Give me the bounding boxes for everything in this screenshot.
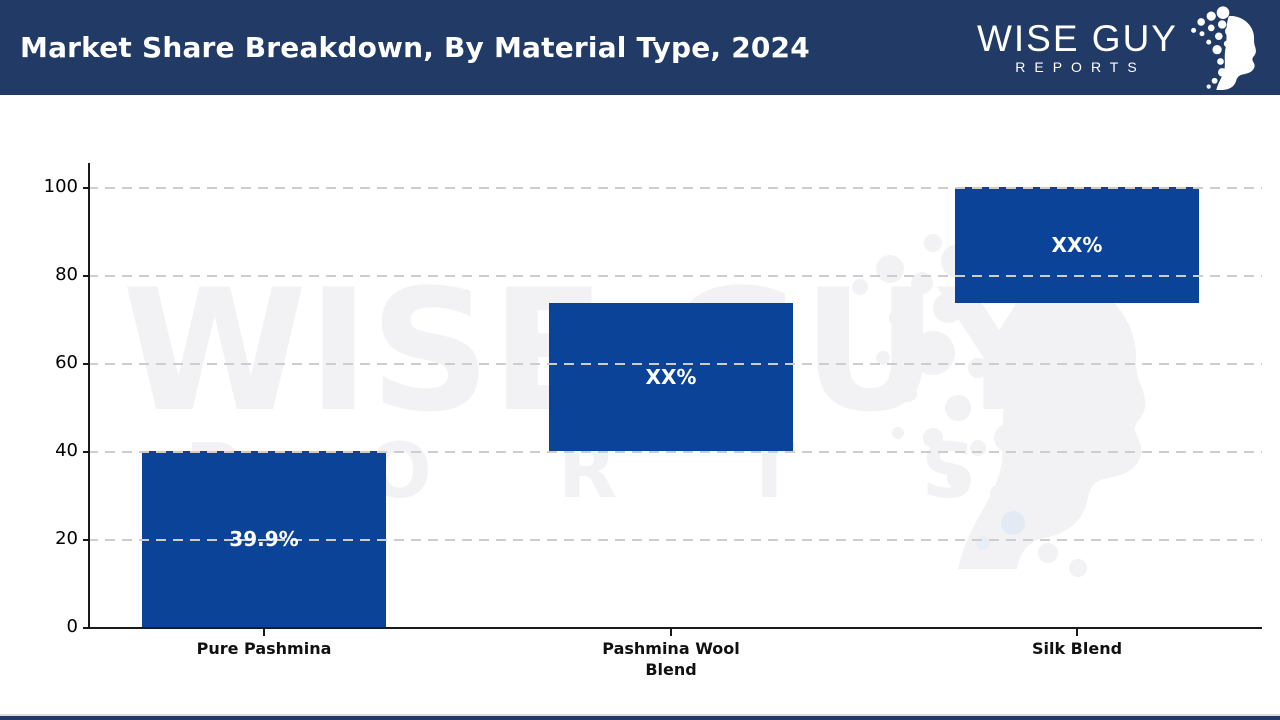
y-axis-tick-label: 80 [55, 264, 78, 285]
y-axis-line [88, 163, 90, 629]
gridline [88, 187, 1262, 189]
y-axis-tick [83, 539, 90, 541]
plot-area: WISE GUY P O R T S 0 20 40 60 80 100 39.9% Pure… [0, 95, 1280, 720]
wise-guy-reports-logo: WISE GUY REPORTS [976, 5, 1280, 90]
x-axis-tick [263, 629, 265, 636]
gridline [88, 539, 1262, 541]
y-axis-tick [83, 451, 90, 453]
header-bar: Market Share Breakdown, By Material Type… [0, 0, 1280, 95]
gridline [88, 275, 1262, 277]
bar-silk-blend [955, 187, 1199, 303]
bar-value-label: 39.9% [229, 527, 299, 552]
y-axis-tick-label: 20 [55, 528, 78, 549]
footer-bar [0, 716, 1280, 720]
category-label-line: Blend [645, 660, 697, 679]
y-axis-tick [83, 363, 90, 365]
y-axis-tick [83, 627, 90, 629]
x-axis-tick [670, 629, 672, 636]
footer-hairline [0, 714, 1280, 716]
y-axis-tick-label: 60 [55, 352, 78, 373]
category-label-line: Pashmina Wool [602, 639, 740, 658]
x-axis-line [88, 627, 1262, 629]
category-label: Pure Pashmina [104, 638, 424, 659]
bar-pashmina-wool-blend [549, 302, 793, 451]
y-axis-tick-label: 0 [66, 616, 78, 637]
category-label: Pashmina Wool Blend [511, 638, 831, 680]
bar-value-label: XX% [1051, 232, 1103, 257]
y-axis-tick [83, 187, 90, 189]
y-axis-tick-label: 40 [55, 440, 78, 461]
gridline [88, 451, 1262, 453]
category-label-line: Silk Blend [1031, 639, 1123, 658]
logo-head-icon [1191, 5, 1256, 90]
logo-text: WISE GUY REPORTS [976, 17, 1178, 75]
category-label-line: Pure Pashmina [196, 639, 332, 658]
x-axis-tick [1076, 629, 1078, 636]
y-axis-tick-label: 100 [43, 176, 78, 197]
logo-wordmark: WISE GUY [976, 17, 1178, 59]
gridline [88, 363, 1262, 365]
logo-subtitle: REPORTS [1015, 58, 1146, 75]
bar-value-label: XX% [645, 364, 697, 389]
y-axis-tick [83, 275, 90, 277]
category-label: Silk Blend [917, 638, 1237, 659]
page-title: Market Share Breakdown, By Material Type… [20, 31, 810, 64]
